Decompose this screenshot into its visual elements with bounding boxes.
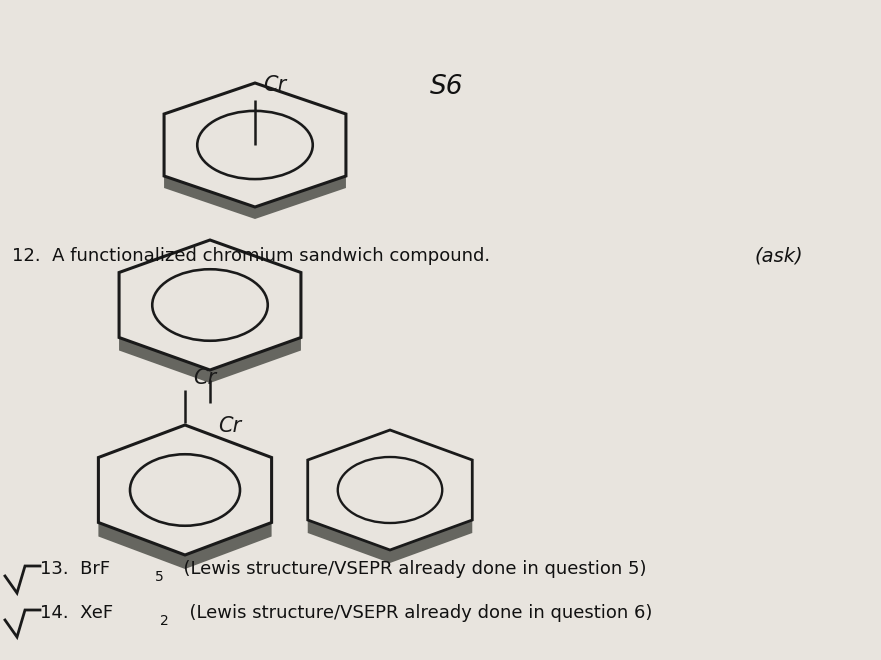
- Polygon shape: [119, 240, 301, 370]
- Text: 12.  A functionalized chromium sandwich compound.: 12. A functionalized chromium sandwich c…: [12, 247, 490, 265]
- Text: S6: S6: [430, 74, 463, 100]
- Polygon shape: [99, 523, 271, 569]
- Text: (ask): (ask): [755, 246, 803, 265]
- Polygon shape: [164, 176, 346, 219]
- Polygon shape: [307, 430, 472, 550]
- Polygon shape: [99, 425, 271, 555]
- Text: 14.  XeF: 14. XeF: [40, 604, 113, 622]
- Text: 2: 2: [160, 614, 169, 628]
- Text: (Lewis structure/VSEPR already done in question 6): (Lewis structure/VSEPR already done in q…: [178, 604, 652, 622]
- Text: Cr: Cr: [263, 75, 286, 95]
- Text: 13.  BrF: 13. BrF: [40, 560, 110, 578]
- Text: Cr: Cr: [193, 368, 216, 388]
- Text: 5: 5: [155, 570, 164, 584]
- Text: (Lewis structure/VSEPR already done in question 5): (Lewis structure/VSEPR already done in q…: [172, 560, 647, 578]
- Polygon shape: [307, 520, 472, 563]
- Polygon shape: [119, 337, 301, 383]
- Text: Cr: Cr: [218, 416, 241, 436]
- Polygon shape: [164, 83, 346, 207]
